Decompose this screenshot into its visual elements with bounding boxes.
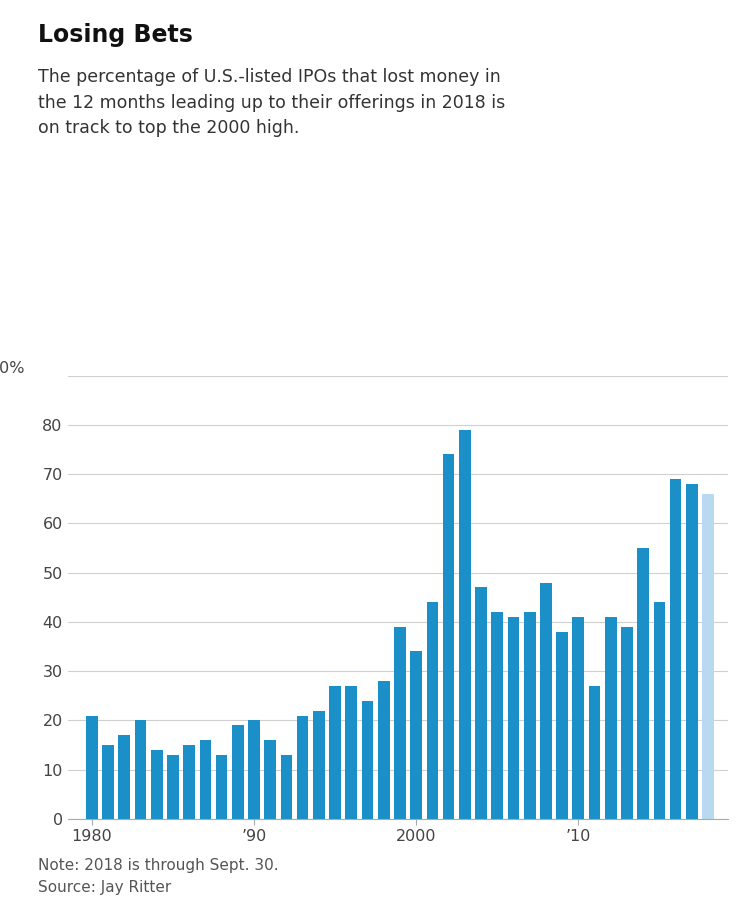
Bar [427, 602, 438, 819]
Bar [329, 686, 341, 819]
Bar [638, 548, 649, 819]
Bar [686, 484, 698, 819]
Bar [216, 755, 227, 819]
Bar [670, 479, 682, 819]
Bar [605, 617, 616, 819]
Bar [572, 617, 584, 819]
Bar [540, 583, 552, 819]
Bar [653, 602, 665, 819]
Bar [410, 652, 422, 819]
Text: The percentage of U.S.-listed IPOs that lost money in
the 12 months leading up t: The percentage of U.S.-listed IPOs that … [38, 68, 505, 138]
Bar [346, 686, 357, 819]
Bar [118, 735, 130, 819]
Bar [280, 755, 292, 819]
Text: 90%: 90% [0, 360, 25, 376]
Text: Note: 2018 is through Sept. 30.: Note: 2018 is through Sept. 30. [38, 858, 278, 873]
Bar [556, 632, 568, 819]
Text: Source: Jay Ritter: Source: Jay Ritter [38, 880, 171, 895]
Bar [183, 745, 195, 819]
Bar [589, 686, 600, 819]
Bar [442, 454, 454, 819]
Bar [508, 617, 519, 819]
Bar [167, 755, 178, 819]
Bar [86, 716, 98, 819]
Bar [297, 716, 308, 819]
Bar [248, 720, 259, 819]
Text: Losing Bets: Losing Bets [38, 23, 192, 47]
Bar [151, 750, 163, 819]
Bar [135, 720, 146, 819]
Bar [362, 700, 374, 819]
Bar [232, 726, 244, 819]
Bar [702, 494, 714, 819]
Bar [524, 612, 536, 819]
Bar [102, 745, 114, 819]
Bar [378, 681, 389, 819]
Bar [459, 430, 471, 819]
Bar [491, 612, 503, 819]
Bar [394, 627, 406, 819]
Bar [476, 587, 487, 819]
Bar [264, 740, 276, 819]
Bar [313, 710, 325, 819]
Bar [621, 627, 633, 819]
Bar [200, 740, 211, 819]
